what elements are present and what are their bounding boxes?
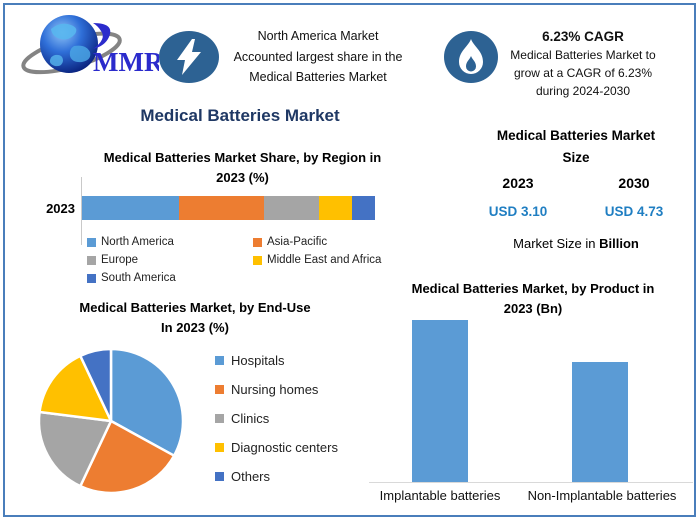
pie-legend-swatch-others [215,472,224,481]
infographic-page: MMR North America Market Accounted large… [3,3,696,517]
legend-swatch-south-america [87,273,96,283]
cagr-line-1: Medical Batteries Market to [510,48,656,62]
lightning-icon [159,31,219,83]
legend-label: North America [101,236,174,248]
legend-item-north-america: North America [87,236,253,248]
logo-text: MMR [93,47,159,77]
pie-legend: Hospitals Nursing homes Clinics Diagnostic … [215,346,338,491]
cagr-line-2: grow at a CAGR of 6.23% [513,66,653,80]
market-size-caption: Market Size in Billion [460,236,692,251]
pie-legend-swatch-clinics [215,414,224,423]
highlight-card-text: North America Market Accounted largest s… [227,26,409,88]
legend-label: Asia-Pacific [267,236,328,248]
market-size-value-2030: USD 4.73 [604,204,664,219]
caption-bold: Billion [599,236,639,251]
legend-swatch-asia-pacific [253,237,262,247]
pie-chart-title-line2: In 2023 (%) [161,320,229,335]
pie-legend-item-hospitals: Hospitals [215,346,338,375]
bar-segment-south-america [351,196,375,220]
pie-chart-title-line1: Medical Batteries Market, by End-Use [79,300,311,315]
legend-item-asia-pacific: Asia-Pacific [253,236,397,248]
flame-icon [444,31,498,83]
bar-segment-europe [263,196,320,220]
globe-icon: MMR [21,15,164,77]
product-chart-title: Medical Batteries Market, by Product in … [373,279,693,319]
pie-legend-item-diagnostic-centers: Diagnostic centers [215,433,338,462]
cagr-headline: 6.23% CAGR [542,29,624,44]
region-chart-title-line2: 2023 (%) [216,170,269,185]
legend-label: Middle East and Africa [267,254,382,266]
highlight-line-3: Medical Batteries Market [249,70,387,84]
pie-slice-hospitals [109,347,185,457]
pie-legend-item-others: Others [215,462,338,491]
market-size-title-line1: Medical Batteries Market [496,128,656,143]
page-title: Medical Batteries Market [140,106,340,125]
market-size-year-2023: 2023 [502,175,534,191]
pie-legend-swatch-nursing-homes [215,385,224,394]
cagr-card-text: 6.23% CAGR Medical Batteries Market to g… [503,28,663,100]
legend-item-middle-east-and-africa: Middle East and Africa [253,254,397,266]
pie-legend-label: Hospitals [231,353,285,368]
product-bar-implantable-batteries [412,320,468,482]
region-legend: North America Asia-Pacific Europe Middle Ea… [87,233,397,287]
market-size-title-line2: Size [562,150,590,165]
pie-legend-item-nursing-homes: Nursing homes [215,375,338,404]
product-chart-x-axis [369,482,693,483]
caption-regular: Market Size in [513,236,600,251]
highlight-line-2: Accounted largest share in the [233,49,403,64]
product-bar-non-implantable-batteries [572,362,628,482]
region-bar-category-label: 2023 [46,201,75,216]
legend-swatch-north-america [87,237,96,247]
region-chart-title-line1: Medical Batteries Market Share, by Regio… [103,150,382,165]
market-size-years: 2023 2030 [460,175,692,191]
legend-item-europe: Europe [87,254,253,266]
market-size-year-2030: 2030 [618,175,650,191]
product-category-implantable: Implantable batteries [379,488,501,503]
product-chart-title-line2: 2023 (Bn) [503,301,563,316]
bar-segment-north-america [82,196,179,220]
pie-legend-label: Diagnostic centers [231,440,338,455]
pie-chart-title: Medical Batteries Market, by End-Use In … [30,298,360,338]
market-size-value-2023: USD 3.10 [488,204,548,219]
legend-label: Europe [101,254,139,266]
pie-legend-swatch-hospitals [215,356,224,365]
pie-slice-diagnostic-centers [38,354,113,423]
region-stacked-bar [82,196,375,220]
pie-legend-label: Clinics [231,411,270,426]
product-category-non-implantable: Non-Implantable batteries [527,488,677,503]
region-chart-title: Medical Batteries Market Share, by Regio… [45,148,440,188]
bar-segment-asia-pacific [178,196,264,220]
end-use-pie-chart [37,347,185,495]
pie-legend-label: Others [231,469,271,484]
legend-item-south-america: South America [87,272,253,284]
mmr-logo: MMR [19,11,164,83]
legend-swatch-middle-east-and-africa [253,255,262,265]
pie-legend-item-clinics: Clinics [215,404,338,433]
legend-label: South America [101,272,176,284]
product-chart-title-line1: Medical Batteries Market, by Product in [411,281,655,296]
region-chart-y-axis [81,177,82,245]
bar-segment-middle-east-and-africa [319,196,352,220]
legend-swatch-europe [87,255,96,265]
pie-legend-label: Nursing homes [231,382,319,397]
pie-slice-others [79,347,113,423]
product-chart-plot [367,313,693,483]
pie-slice-clinics [37,410,113,488]
market-size-values: USD 3.10 USD 4.73 [460,204,692,219]
cagr-line-3: during 2024-2030 [535,84,631,98]
pie-legend-swatch-diagnostic-centers [215,443,224,452]
highlight-line-1: North America Market [257,29,379,43]
market-size-title: Medical Batteries Market Size [460,125,692,169]
